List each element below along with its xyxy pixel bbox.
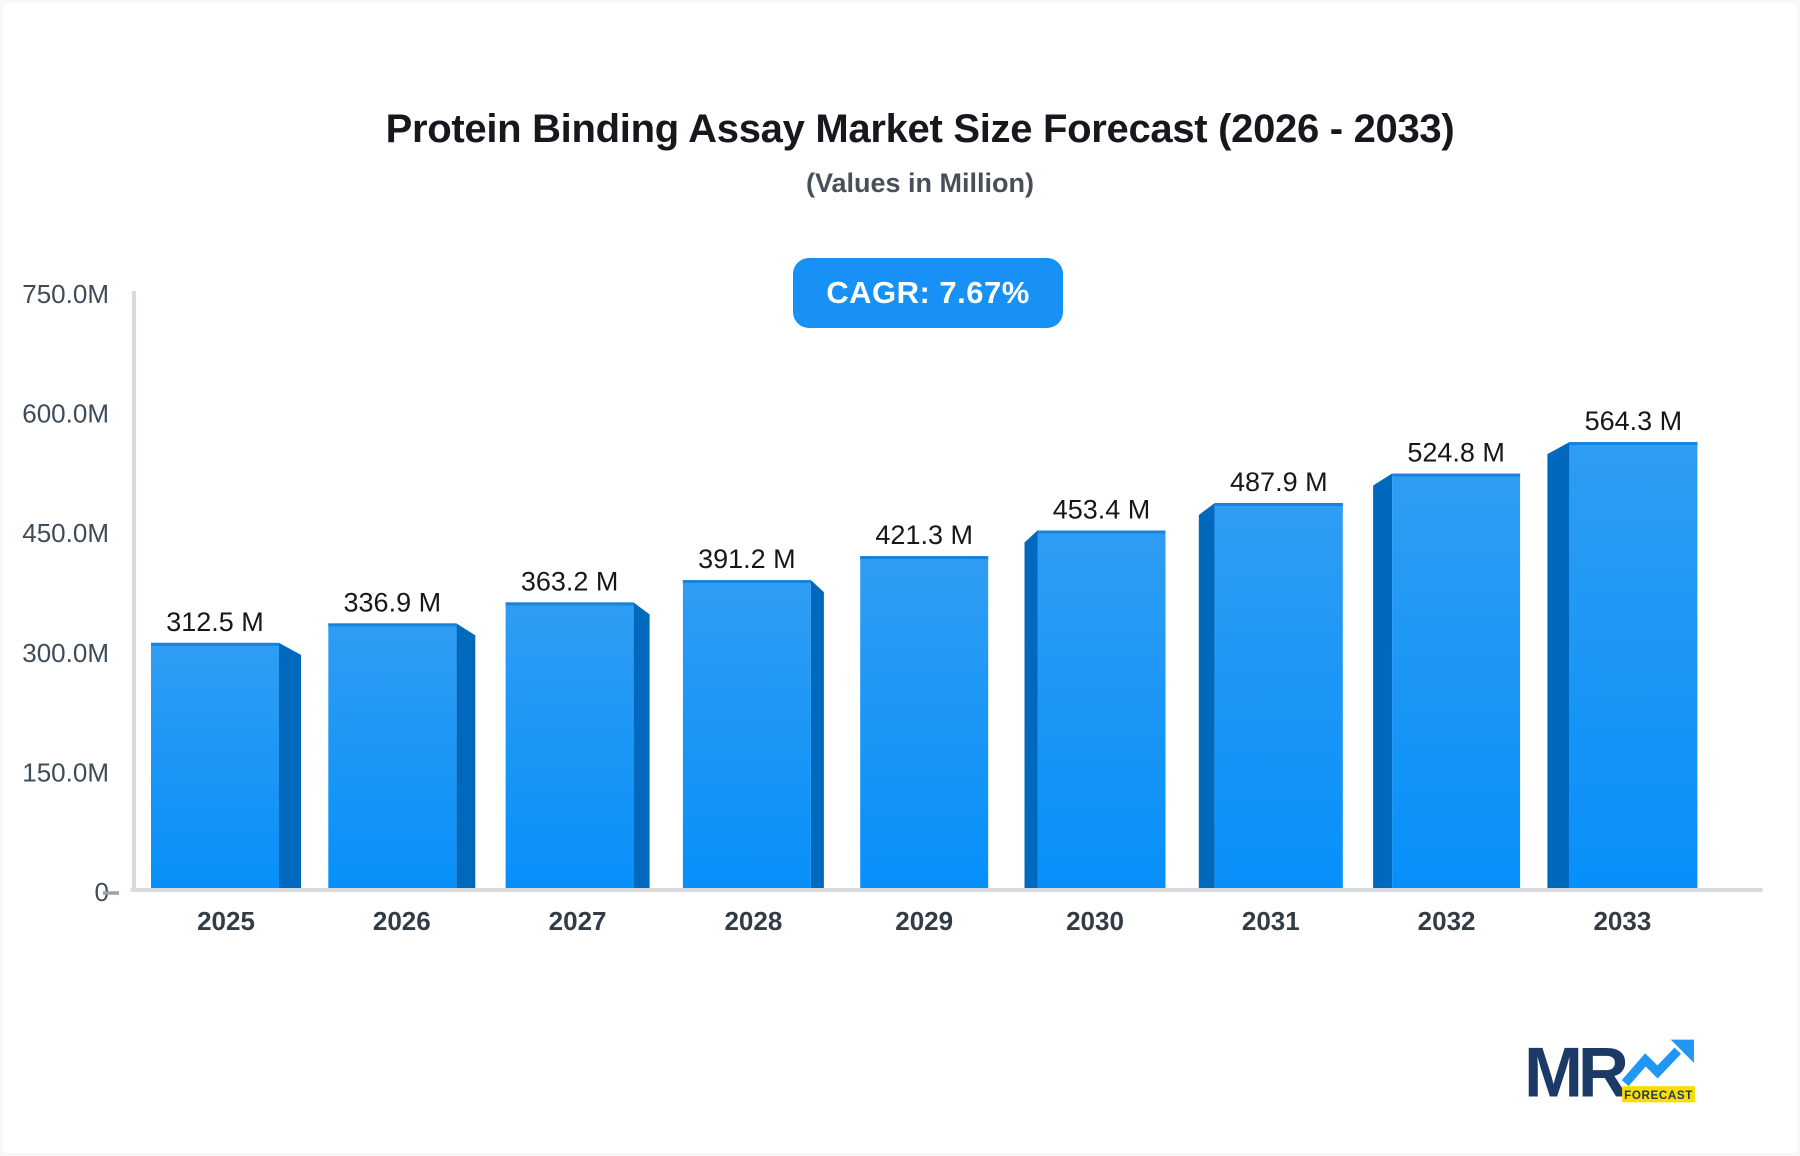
bar-side-face xyxy=(633,602,650,892)
mr-forecast-logo: MR FORECAST xyxy=(1527,1039,1695,1103)
bar-front-face xyxy=(1569,442,1698,892)
bar-value-label: 564.3 M xyxy=(1585,406,1683,436)
bar-front-face xyxy=(682,580,811,892)
x-tick-label: 2033 xyxy=(1593,906,1651,936)
bar-side-face xyxy=(456,623,476,892)
bar-value-label: 524.8 M xyxy=(1407,438,1505,468)
bar-front-face xyxy=(1214,502,1343,892)
bar-front-face xyxy=(151,642,279,892)
y-tick-label: 750.0M xyxy=(22,279,109,309)
bar-front-face xyxy=(505,602,634,892)
cagr-badge: CAGR: 7.67% xyxy=(793,258,1063,328)
chart-header: Protein Binding Assay Market Size Foreca… xyxy=(43,107,1797,199)
bar-2026[interactable]: 336.9 M 2026 xyxy=(328,587,476,936)
bar-side-face xyxy=(1373,473,1393,892)
x-tick-label: 2028 xyxy=(724,906,782,936)
y-tick-label: 300.0M xyxy=(22,638,109,668)
bar-value-label: 487.9 M xyxy=(1230,467,1328,497)
forecast-tag: FORECAST xyxy=(1622,1086,1695,1103)
bar-value-label: 363.2 M xyxy=(521,566,619,596)
bar-value-label: 336.9 M xyxy=(344,587,442,617)
bar-front-face xyxy=(860,556,989,892)
x-tick-label: 2027 xyxy=(549,906,607,936)
bar-2027[interactable]: 363.2 M 2027 xyxy=(505,566,650,936)
logo-forecast-text: FORECAST xyxy=(1624,1089,1693,1102)
bar-front-face xyxy=(1392,473,1521,892)
chart-subtitle: (Values in Million) xyxy=(805,168,1035,198)
bar-2029[interactable]: 421.3 M 2029 xyxy=(860,520,989,936)
bar-front-face xyxy=(328,623,457,892)
logo-mr-text: MR xyxy=(1527,1039,1628,1103)
x-tick-label: 2030 xyxy=(1066,906,1124,936)
x-tick-label: 2025 xyxy=(197,906,255,936)
y-tick-label: 0 xyxy=(95,877,109,907)
x-tick-label: 2031 xyxy=(1242,906,1300,936)
bar-2025[interactable]: 312.5 M 2025 xyxy=(151,607,301,936)
bar-value-label: 421.3 M xyxy=(875,520,973,550)
x-tick-label: 2032 xyxy=(1418,906,1476,936)
bar-side-face xyxy=(1024,530,1038,892)
bar-2030[interactable]: 453.4 M 2030 xyxy=(1024,494,1166,936)
bar-2033[interactable]: 564.3 M 2033 xyxy=(1547,406,1698,936)
bar-2032[interactable]: 524.8 M 2032 xyxy=(1373,438,1521,936)
bar-value-label: 453.4 M xyxy=(1053,494,1151,524)
bar-value-label: 391.2 M xyxy=(698,544,796,574)
bar-chart: 750.0M 600.0M 450.0M 300.0M 150.0M 0 312.5 M 20… xyxy=(22,279,1763,936)
trend-arrow-icon xyxy=(1621,1039,1694,1087)
y-tick-label: 600.0M xyxy=(22,399,109,429)
chart-title: Protein Binding Assay Market Size Foreca… xyxy=(385,107,1455,151)
bar-side-face xyxy=(1547,442,1570,892)
bar-side-face xyxy=(810,580,824,892)
x-tick-label: 2026 xyxy=(373,906,431,936)
bar-value-label: 312.5 M xyxy=(166,607,264,637)
y-tick-label: 150.0M xyxy=(22,757,109,787)
bar-2031[interactable]: 487.9 M 2031 xyxy=(1198,467,1343,936)
bar-front-face xyxy=(1037,530,1166,892)
bar-side-face xyxy=(1198,502,1215,892)
bar-side-face xyxy=(279,642,301,892)
bar-2028[interactable]: 391.2 M 2028 xyxy=(682,544,824,936)
y-tick-label: 450.0M xyxy=(22,518,109,548)
x-tick-label: 2029 xyxy=(895,906,953,936)
